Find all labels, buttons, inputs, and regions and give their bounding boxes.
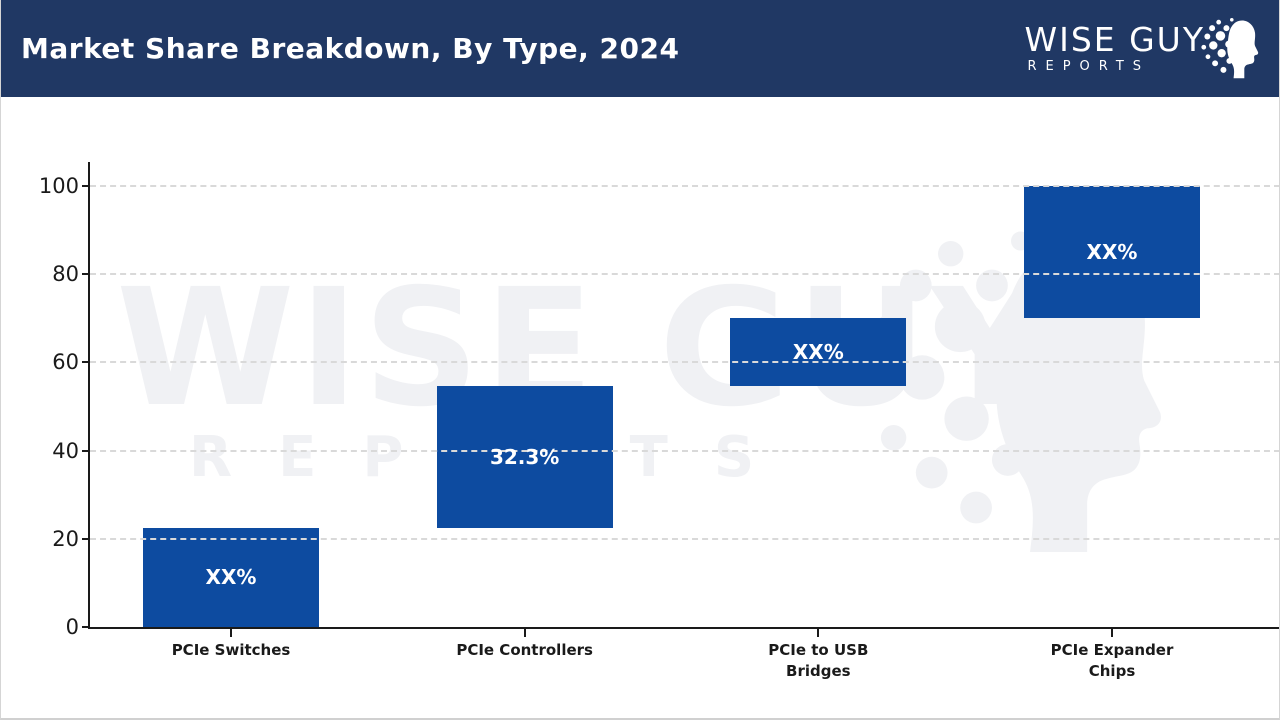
x-category-label: PCIe to USB Bridges (768, 641, 869, 680)
logo-subtitle: REPORTS (1027, 58, 1151, 74)
gridline (90, 273, 1279, 276)
y-tick-label: 40 (52, 438, 79, 463)
bar (730, 317, 907, 386)
y-axis-spine (88, 162, 90, 629)
bar-value-label: XX% (1086, 239, 1138, 264)
logo-text: WISE GUY REPORTS (1024, 23, 1205, 74)
page-title: Market Share Breakdown, By Type, 2024 (21, 32, 680, 65)
y-tick-label: 60 (52, 350, 79, 375)
x-category-label: PCIe Controllers (456, 641, 593, 659)
y-tick-mark (82, 449, 88, 452)
y-tick-label: 20 (52, 526, 79, 551)
logo-face-icon (1201, 17, 1259, 78)
x-tick-mark (1111, 629, 1113, 637)
x-axis-spine (88, 627, 1279, 629)
y-tick-label: 0 (65, 615, 79, 639)
bar (436, 385, 613, 529)
y-tick-mark (82, 361, 88, 364)
x-tick-mark (817, 629, 820, 637)
gridline (90, 537, 1279, 540)
x-tick-mark (523, 629, 526, 637)
bar (1024, 186, 1200, 318)
x-category-label: PCIe Expander Chips (1050, 641, 1174, 680)
y-tick-label: 80 (52, 262, 79, 287)
y-tick-mark (82, 273, 88, 276)
gridline (90, 361, 1279, 364)
y-tick-mark (82, 185, 88, 187)
gridline (90, 185, 1279, 187)
y-tick-label: 100 (38, 174, 79, 198)
bar-value-label: XX% (205, 565, 257, 590)
x-category-label: PCIe Switches (171, 641, 291, 659)
bar-value-label: XX% (792, 339, 844, 364)
gridline (90, 449, 1279, 452)
y-tick-mark (82, 626, 88, 628)
bar (143, 527, 319, 627)
logo-wordmark: WISE GUY (1024, 20, 1205, 60)
x-tick-mark (230, 629, 232, 637)
header: Market Share Breakdown, By Type, 2024 WI… (1, 0, 1279, 97)
bar-value-label: 32.3% (489, 444, 560, 469)
wise-guy-logo: WISE GUY REPORTS (1024, 14, 1261, 84)
y-tick-mark (82, 537, 88, 540)
